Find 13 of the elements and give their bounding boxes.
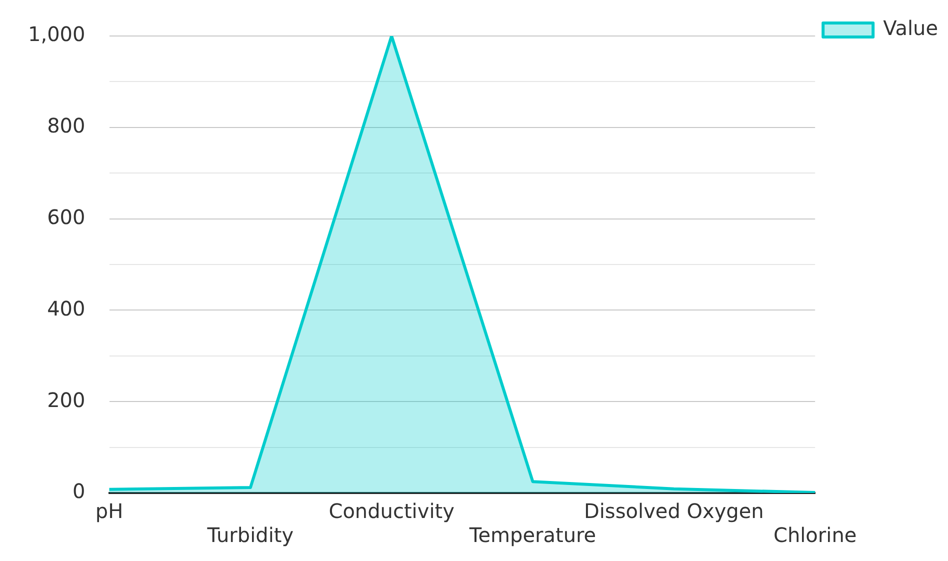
x-tick-label: Dissolved Oxygen <box>584 499 764 524</box>
y-tick-label: 1,000 <box>28 22 86 46</box>
legend-label: Value <box>883 16 938 40</box>
x-tick-label: Conductivity <box>328 499 455 524</box>
y-tick-label: 400 <box>47 296 86 320</box>
x-tick-label: Turbidity <box>206 523 294 548</box>
x-tick-label: Chlorine <box>773 523 857 548</box>
x-tick-label: pH <box>95 499 124 524</box>
y-tick-label: 0 <box>72 479 86 504</box>
y-tick-label: 600 <box>47 205 86 230</box>
x-tick-label: Temperature <box>468 523 596 548</box>
y-tick-label: 800 <box>47 114 86 138</box>
y-tick-label: 200 <box>47 388 86 412</box>
